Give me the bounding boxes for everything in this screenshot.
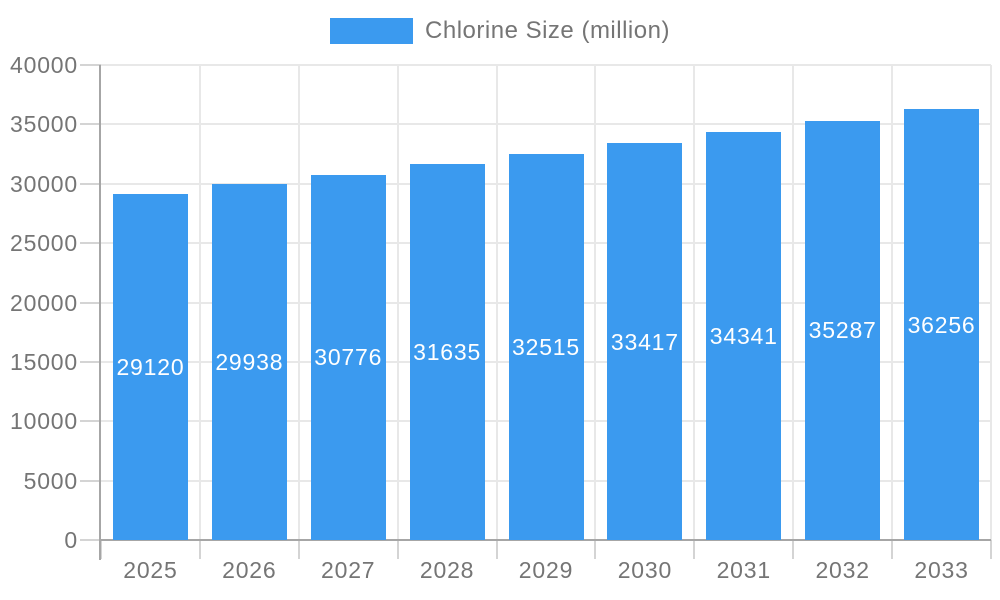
x-gridline bbox=[297, 65, 300, 540]
y-axis-label: 5000 bbox=[23, 467, 78, 494]
x-gridline bbox=[891, 65, 894, 540]
y-axis-label: 20000 bbox=[10, 289, 78, 316]
bar-value-label: 35287 bbox=[808, 317, 877, 344]
x-gridline bbox=[693, 65, 696, 540]
y-axis-tick bbox=[80, 479, 101, 482]
x-axis-label: 2028 bbox=[419, 557, 475, 583]
bar-2029[interactable] bbox=[508, 153, 584, 540]
y-axis-label: 25000 bbox=[10, 230, 78, 257]
bar-2027[interactable] bbox=[310, 174, 386, 540]
y-axis-tick bbox=[80, 242, 101, 245]
y-axis-label: 40000 bbox=[10, 52, 78, 78]
x-gridline bbox=[198, 65, 201, 540]
x-axis-tick bbox=[693, 540, 696, 559]
bar-value-label: 29120 bbox=[116, 354, 185, 381]
x-gridline bbox=[396, 65, 399, 540]
bar-2031[interactable] bbox=[706, 132, 782, 540]
y-axis-tick bbox=[80, 420, 101, 423]
x-gridline bbox=[792, 65, 795, 540]
x-axis-tick bbox=[792, 540, 795, 559]
bar-value-label: 33417 bbox=[610, 328, 679, 355]
y-axis-label: 10000 bbox=[10, 408, 78, 435]
x-axis-label: 2030 bbox=[617, 557, 673, 583]
bar-value-label: 30776 bbox=[314, 344, 383, 371]
x-axis-label: 2025 bbox=[123, 557, 178, 583]
x-axis-tick bbox=[297, 540, 300, 559]
x-axis-line bbox=[99, 539, 991, 541]
bar-2025[interactable] bbox=[112, 194, 188, 540]
y-axis-label: 35000 bbox=[10, 111, 78, 138]
bar-2026[interactable] bbox=[211, 184, 287, 540]
y-axis-tick bbox=[80, 301, 101, 304]
x-gridline bbox=[495, 65, 498, 540]
bar-2032[interactable] bbox=[805, 120, 881, 540]
y-axis-line bbox=[99, 65, 101, 560]
x-axis-tick bbox=[594, 540, 597, 559]
bar-value-label: 29938 bbox=[215, 349, 284, 376]
x-axis-tick bbox=[495, 540, 498, 559]
legend-label: Chlorine Size (million) bbox=[425, 17, 670, 44]
bar-value-label: 31635 bbox=[413, 339, 482, 366]
x-gridline bbox=[594, 65, 597, 540]
x-axis-tick bbox=[990, 540, 992, 559]
chart-legend[interactable]: Chlorine Size (million) bbox=[0, 14, 1000, 48]
bar-value-label: 34341 bbox=[709, 323, 778, 350]
y-axis-tick bbox=[80, 123, 101, 126]
x-axis-label: 2031 bbox=[716, 557, 771, 583]
x-axis-tick bbox=[100, 540, 102, 559]
y-axis-tick bbox=[80, 182, 101, 185]
x-axis-label: 2033 bbox=[914, 557, 969, 583]
bar-2028[interactable] bbox=[409, 164, 485, 540]
x-axis-tick bbox=[396, 540, 399, 559]
y-axis-tick bbox=[80, 539, 101, 541]
x-axis-label: 2032 bbox=[815, 557, 870, 583]
y-gridline bbox=[101, 123, 991, 126]
bar-value-label: 32515 bbox=[512, 333, 580, 360]
y-gridline bbox=[101, 64, 991, 66]
x-gridline bbox=[990, 65, 992, 540]
legend-swatch bbox=[330, 18, 414, 44]
y-axis-label: 30000 bbox=[10, 170, 78, 197]
y-axis-tick bbox=[80, 360, 101, 363]
bar-2033[interactable] bbox=[904, 109, 980, 540]
x-axis-label: 2026 bbox=[222, 557, 277, 583]
x-axis-tick bbox=[891, 540, 894, 559]
y-axis-tick bbox=[80, 64, 101, 66]
bar-value-label: 36256 bbox=[907, 311, 976, 338]
x-axis-label: 2027 bbox=[321, 557, 376, 583]
y-axis-label: 15000 bbox=[10, 348, 78, 375]
x-axis-tick bbox=[198, 540, 201, 559]
y-axis-label: 0 bbox=[64, 527, 78, 553]
bar-2030[interactable] bbox=[607, 143, 683, 540]
x-axis-label: 2029 bbox=[518, 557, 574, 583]
